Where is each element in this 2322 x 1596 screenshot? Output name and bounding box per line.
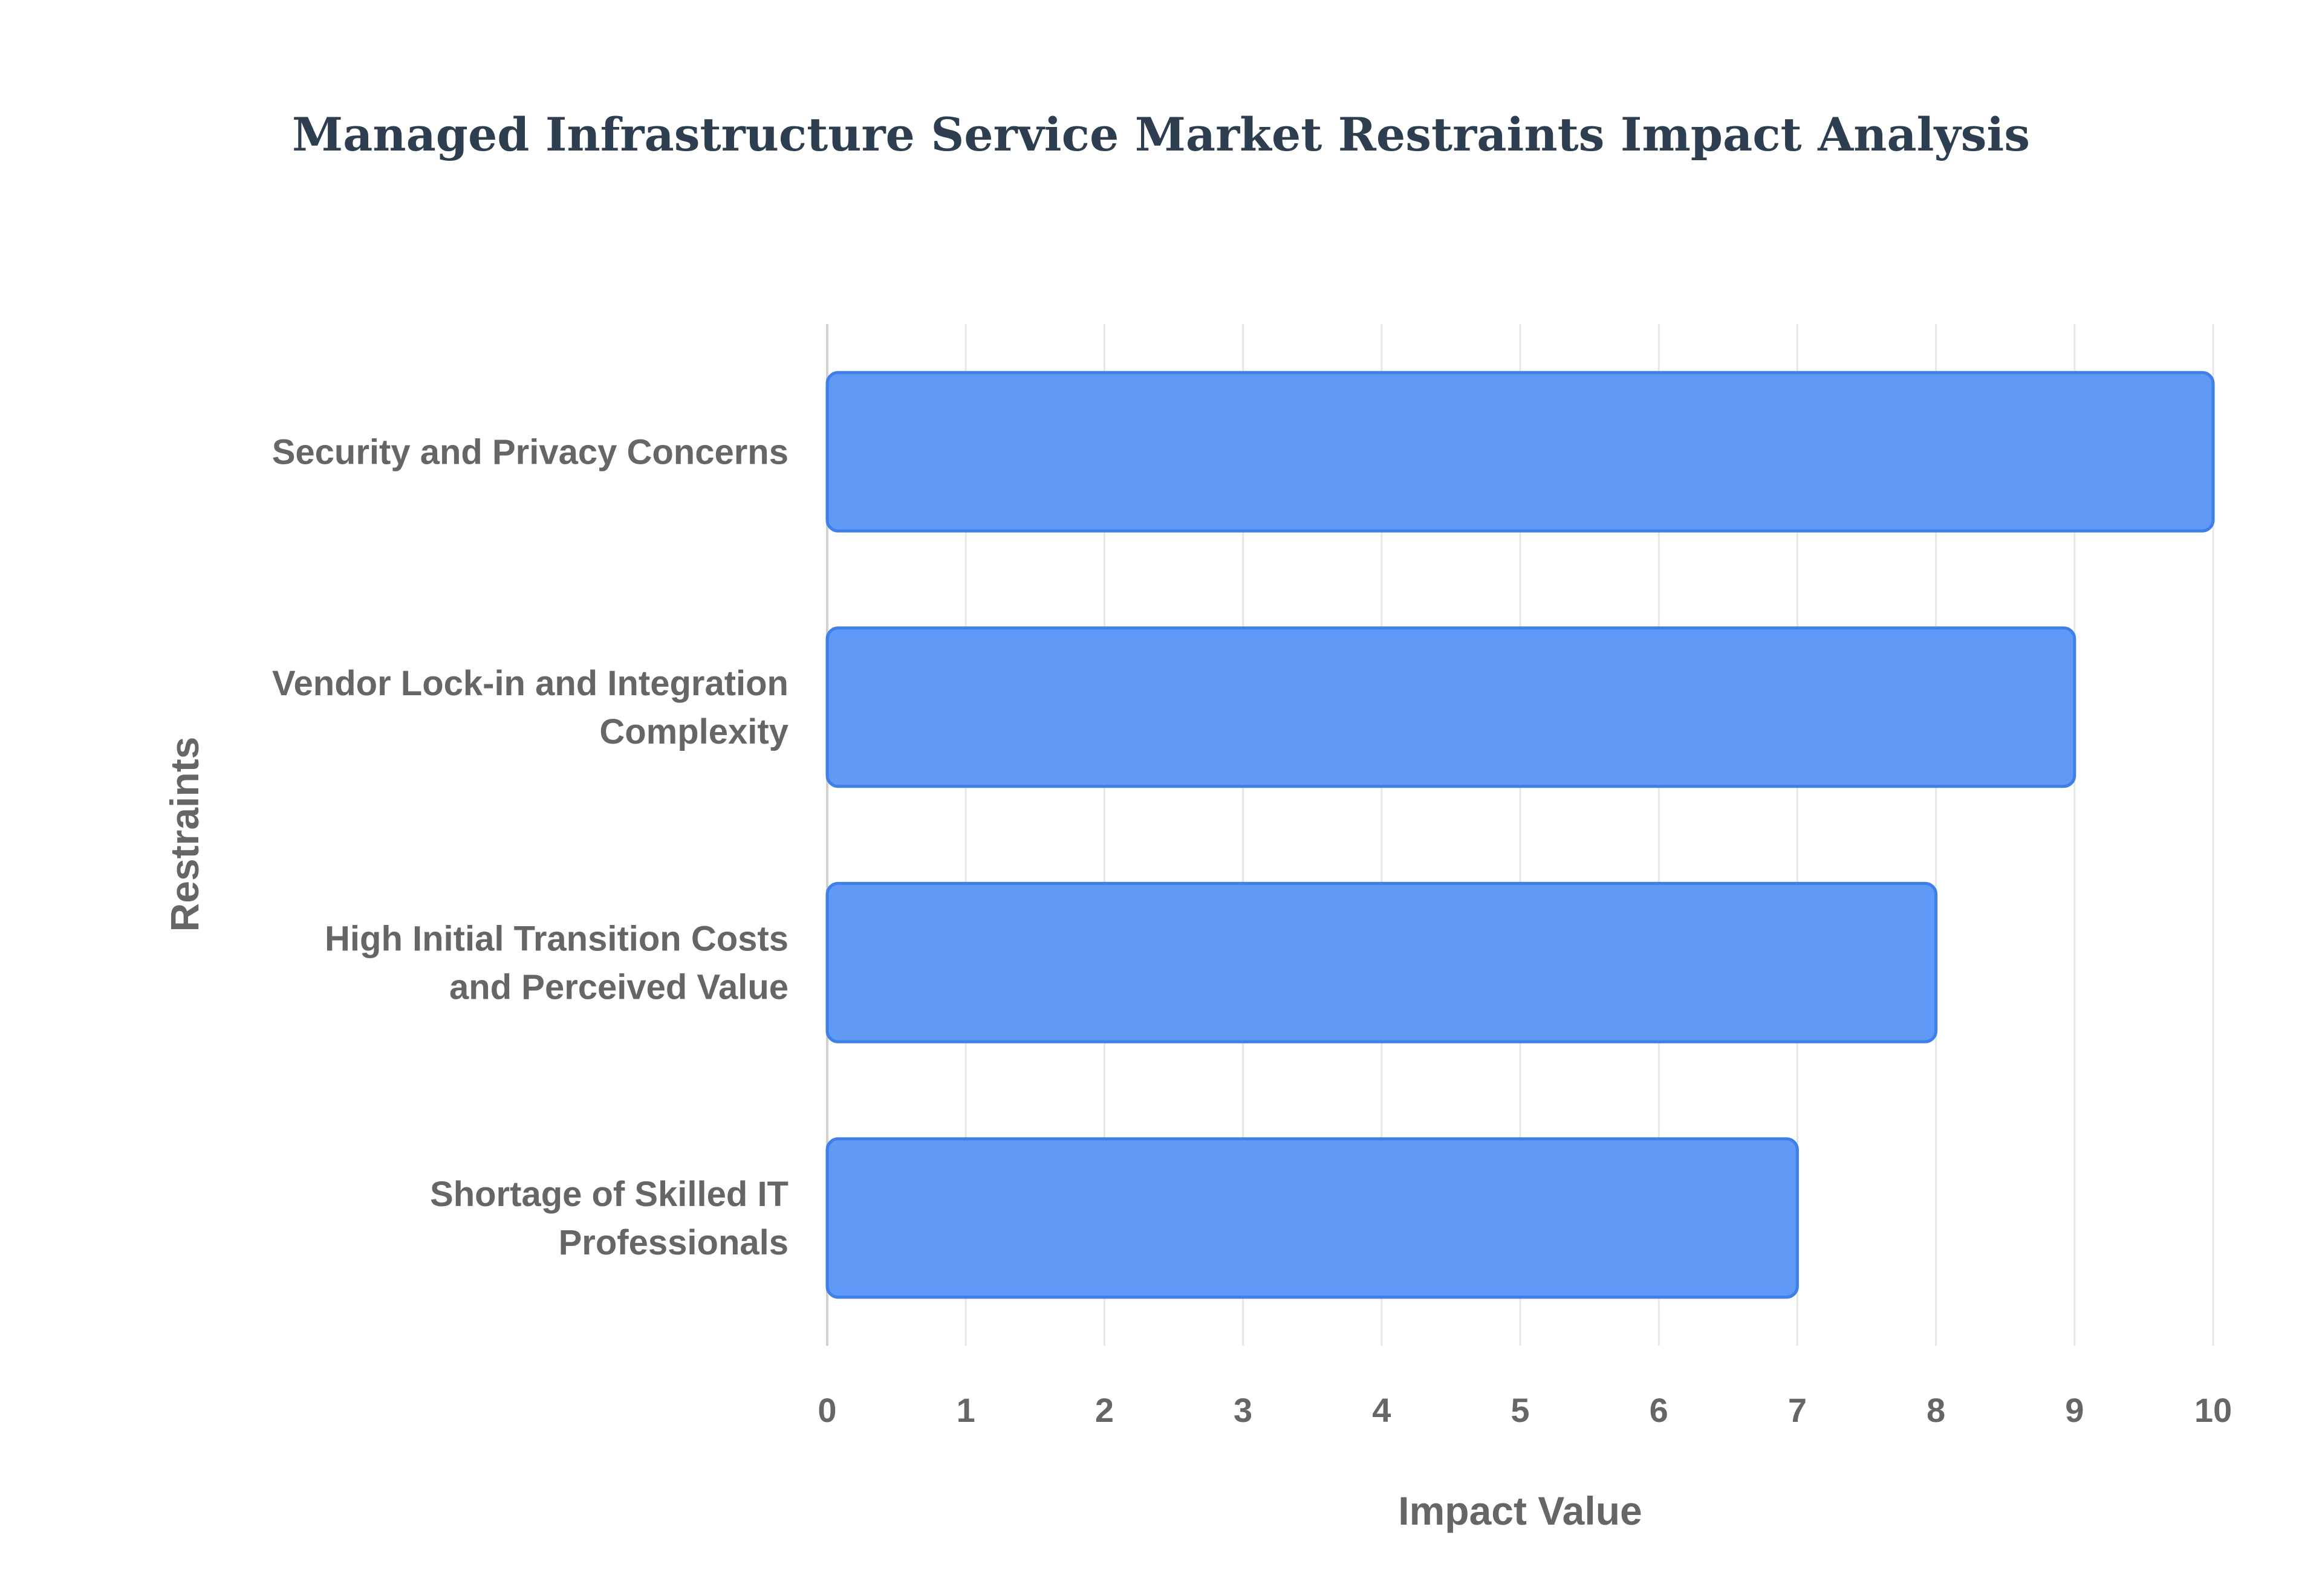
- x-tick-label: 5: [1511, 1391, 1529, 1429]
- x-axis-title: Impact Value: [1398, 1488, 1642, 1533]
- x-tick-label: 8: [1927, 1391, 1945, 1429]
- x-tick-label: 1: [957, 1391, 975, 1429]
- category-label-line: Shortage of Skilled IT: [430, 1175, 789, 1214]
- bar: [825, 626, 2076, 788]
- category-label: High Initial Transition Costs and Perceiv…: [325, 919, 789, 1007]
- category-label-line: High Initial Transition Costs: [325, 919, 789, 958]
- x-tick-label: 6: [1650, 1391, 1668, 1429]
- category-label-line: Vendor Lock-in and Integration: [272, 664, 789, 703]
- bar: [825, 1137, 1799, 1299]
- x-tick-label: 2: [1095, 1391, 1114, 1429]
- bar: [825, 371, 2215, 533]
- x-tick-label: 10: [2194, 1391, 2232, 1429]
- y-category-labels: Security and Privacy Concerns Vendor Lock…: [272, 432, 789, 1262]
- category-label-line: Complexity: [599, 712, 789, 751]
- x-tick-labels: 0 1 2 3 4 5 6 7 8 9 10: [818, 1391, 2232, 1429]
- x-tick-label: 0: [818, 1391, 836, 1429]
- y-axis-title: Restraints: [162, 737, 207, 932]
- category-label-line: and Perceived Value: [449, 967, 789, 1007]
- x-tick-label: 9: [2065, 1391, 2084, 1429]
- category-label: Shortage of Skilled IT Professionals: [430, 1175, 789, 1262]
- x-tick-label: 7: [1788, 1391, 1807, 1429]
- category-label-line: Security and Privacy Concerns: [272, 432, 789, 472]
- chart-title: Managed Infrastructure Service Market Re…: [291, 108, 2031, 161]
- x-tick-label: 4: [1372, 1391, 1391, 1429]
- x-tick-label: 3: [1234, 1391, 1252, 1429]
- bars: [825, 371, 2215, 1299]
- category-label: Security and Privacy Concerns: [272, 432, 789, 472]
- category-label-line: Professionals: [559, 1223, 789, 1262]
- category-label: Vendor Lock-in and Integration Complexity: [272, 664, 789, 751]
- bar: [825, 881, 1938, 1043]
